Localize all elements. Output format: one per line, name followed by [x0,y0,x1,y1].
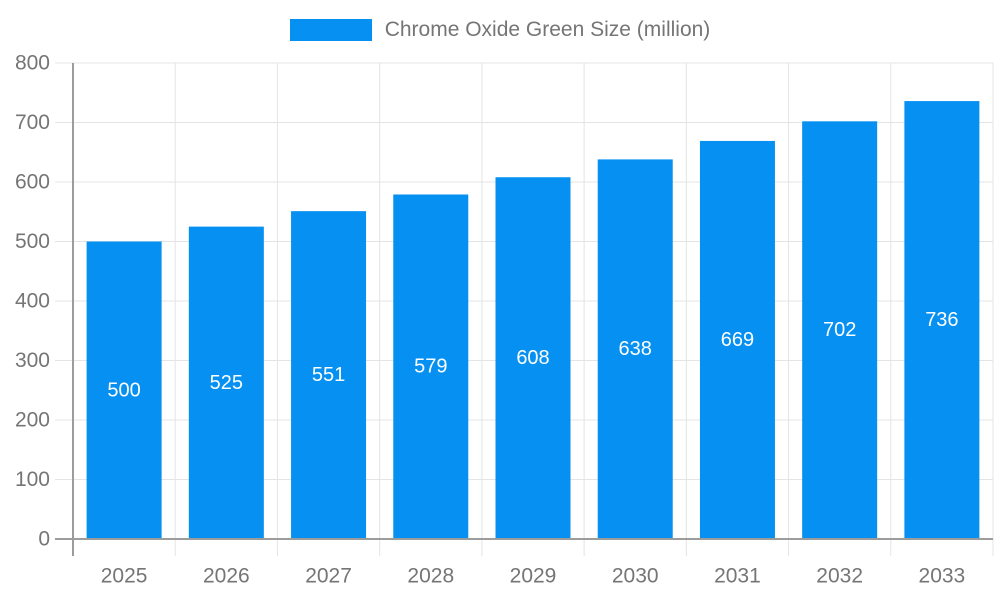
y-axis-tick-label: 700 [15,111,50,134]
bar[interactable] [904,101,980,539]
bar[interactable] [188,226,264,539]
bar-value-label: 702 [823,319,856,341]
bar-value-label: 638 [619,338,652,360]
x-axis-tick-label: 2029 [510,565,557,588]
y-axis-tick-label: 500 [15,230,50,253]
bar[interactable] [86,241,162,540]
bar[interactable] [291,211,367,539]
y-axis-tick-label: 100 [15,468,50,491]
legend-label: Chrome Oxide Green Size (million) [384,18,711,41]
x-axis-tick-label: 2027 [305,565,352,588]
bar-value-label: 525 [210,372,243,394]
bar[interactable] [597,159,673,539]
bar[interactable] [802,121,878,539]
y-axis-tick-label: 400 [15,290,50,313]
y-axis-tick-label: 800 [15,52,50,75]
bar[interactable] [699,140,775,539]
bar-value-label: 551 [312,364,345,386]
x-axis-tick-label: 2030 [612,565,659,588]
x-axis-tick-label: 2033 [919,565,966,588]
x-axis-tick-label: 2031 [714,565,761,588]
x-axis-tick-label: 2026 [203,565,250,588]
bar[interactable] [393,194,469,539]
y-axis-tick-label: 600 [15,171,50,194]
x-axis-tick-label: 2032 [816,565,863,588]
y-axis-tick-label: 0 [38,528,50,551]
bar-value-label: 669 [721,329,754,351]
y-axis-tick-label: 200 [15,409,50,432]
bar[interactable] [495,177,571,540]
bar-value-label: 736 [925,309,958,331]
bar-value-label: 579 [414,356,447,378]
bar-value-label: 608 [516,347,549,369]
x-axis-tick-label: 2028 [407,565,454,588]
legend-swatch [289,19,372,41]
x-axis-tick-label: 2025 [101,565,148,588]
y-axis-tick-label: 300 [15,349,50,372]
legend[interactable]: Chrome Oxide Green Size (million) [0,17,1000,43]
bar-value-label: 500 [107,379,140,401]
